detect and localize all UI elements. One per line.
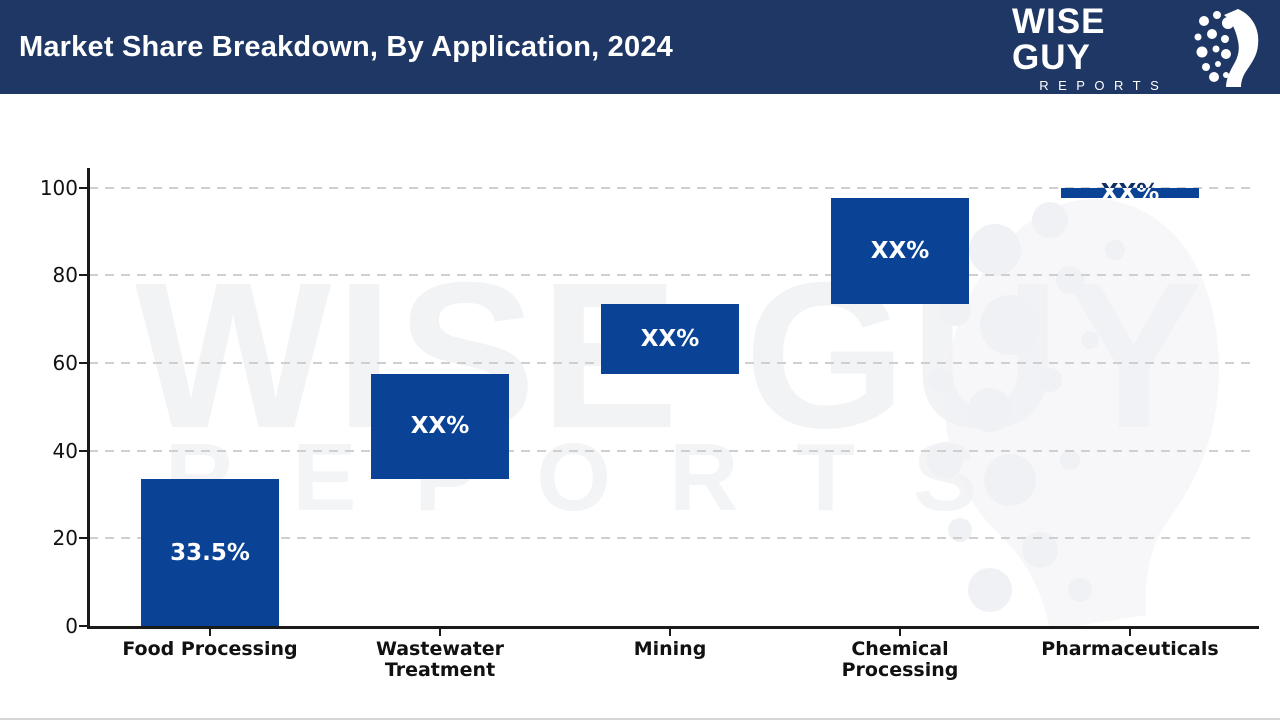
y-tick-mark xyxy=(79,274,88,277)
bar-food-processing: 33.5% xyxy=(141,479,279,626)
gridline-100 xyxy=(89,186,1257,189)
bar-value-label: XX% xyxy=(870,238,930,265)
logo-reports-label: REPORTS xyxy=(1039,77,1169,93)
y-tick-label: 40 xyxy=(52,438,78,463)
y-tick-label: 100 xyxy=(39,175,78,200)
y-tick-mark xyxy=(79,537,88,540)
y-tick-mark xyxy=(79,625,88,627)
bottom-border-line xyxy=(0,718,1280,720)
x-tick-label: Mining xyxy=(633,638,707,660)
x-tick-mark xyxy=(899,628,901,636)
bar-value-label-inside: XX% xyxy=(1061,188,1199,199)
watermark-head-icon xyxy=(922,198,1219,630)
header-bar: Market Share Breakdown, By Application, … xyxy=(0,0,1280,94)
x-axis xyxy=(87,626,1259,629)
x-tick-mark xyxy=(669,628,671,636)
logo-text: WISE GUY REPORTS xyxy=(1012,1,1186,93)
bar-wastewater-treatment: XX% xyxy=(371,373,509,480)
x-tick-label: Pharmaceuticals xyxy=(1041,638,1219,660)
watermark-subtext: REPORTS xyxy=(165,424,1036,531)
y-axis xyxy=(87,168,90,628)
x-tick-mark xyxy=(1129,628,1131,636)
x-tick-mark xyxy=(209,628,211,636)
bar-value-label: XX% xyxy=(1061,180,1199,188)
y-tick-label: 0 xyxy=(65,614,78,638)
bar-mining: XX% xyxy=(601,303,739,374)
y-tick-label: 20 xyxy=(52,526,78,551)
gridline-80 xyxy=(89,274,1257,277)
bar-pharmaceuticals: XX% xyxy=(1061,187,1199,199)
y-tick-label: 80 xyxy=(52,263,78,288)
x-tick-label: Chemical Processing xyxy=(841,638,959,681)
x-tick-label: Food Processing xyxy=(122,638,298,660)
bar-value-label: XX% xyxy=(640,325,700,352)
bar-value-label: 33.5% xyxy=(170,539,250,566)
page-title: Market Share Breakdown, By Application, … xyxy=(19,30,673,63)
x-tick-mark xyxy=(439,628,441,636)
y-tick-mark xyxy=(79,449,88,452)
gridline-40 xyxy=(89,449,1257,452)
logo-wordmark: WISE GUY xyxy=(1012,1,1106,77)
x-tick-label: Wastewater Treatment xyxy=(375,638,505,681)
logo-head-icon xyxy=(1194,9,1259,87)
y-tick-label: 60 xyxy=(52,350,78,375)
bar-value-label-outside: XX% xyxy=(1061,158,1199,188)
bar-chemical-processing: XX% xyxy=(831,198,969,304)
wise-guy-logo: WISE GUY REPORTS xyxy=(1012,1,1262,93)
y-tick-mark xyxy=(79,186,88,189)
y-tick-mark xyxy=(79,361,88,364)
gridline-20 xyxy=(89,537,1257,540)
bar-value-label: XX% xyxy=(410,413,470,440)
